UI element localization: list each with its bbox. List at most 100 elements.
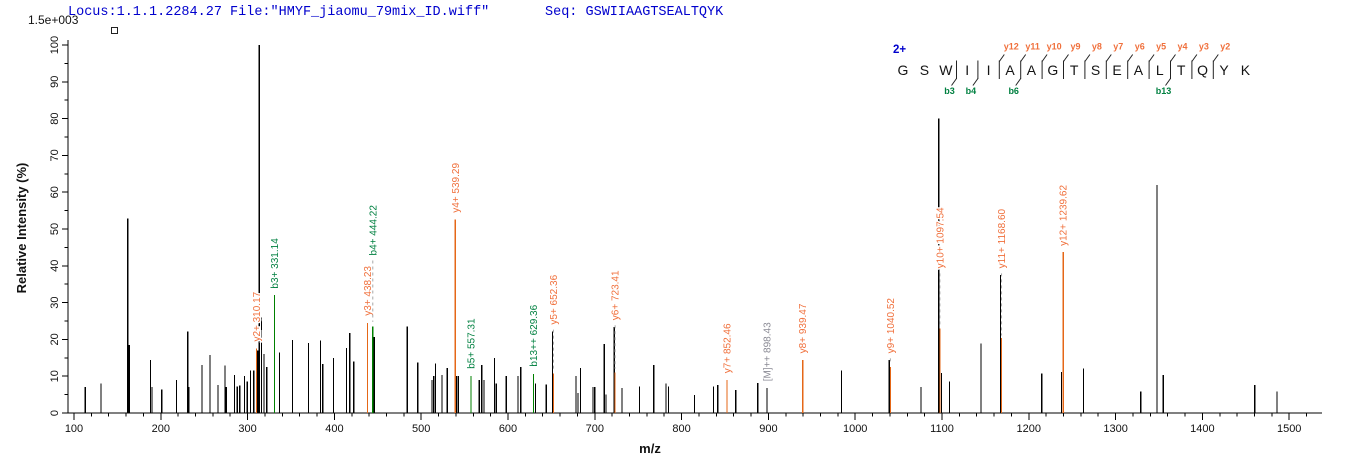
peak-annotations: y2+ 310.17 b3+ 331.14 y3+ 438.23 b4+ 444.22… xyxy=(250,161,1071,383)
peak-label: y9+ 1040.52 xyxy=(886,298,897,354)
peak-label: y10+ 1097.54 xyxy=(935,207,946,268)
residue-letter: A xyxy=(1027,62,1037,78)
x-tick-label: 400 xyxy=(325,423,343,435)
x-tick-label: 300 xyxy=(238,423,256,435)
y-ion-label: y5 xyxy=(1156,42,1166,52)
y-ion-slash xyxy=(1041,54,1048,62)
y-ion-slash xyxy=(1170,54,1176,62)
y-tick-label: 80 xyxy=(49,112,61,124)
y-ion-slash xyxy=(1212,54,1219,62)
charge-state-label: 2+ xyxy=(893,44,906,56)
peak-label: y4+ 539.29 xyxy=(451,163,462,213)
y-tick-label: 10 xyxy=(49,370,61,382)
b-ion-slash xyxy=(1165,78,1171,86)
x-tick-label: 500 xyxy=(412,423,430,435)
x-tick-label: 1300 xyxy=(1103,423,1127,435)
x-axis-title: m/z xyxy=(639,441,661,456)
precursor-marker-icon xyxy=(111,27,118,34)
x-tick-label: 1000 xyxy=(843,423,867,435)
y-ion-label: y9 xyxy=(1070,42,1080,52)
x-tick-label: 1400 xyxy=(1190,423,1214,435)
y-ion-slash xyxy=(1127,54,1134,62)
y-ion-label: y11 xyxy=(1025,42,1040,52)
y-ion-label: y8 xyxy=(1092,42,1102,52)
y-ion-label: y3 xyxy=(1199,42,1209,52)
peak-label: y11+ 1168.60 xyxy=(997,208,1008,268)
y-tick-label: 50 xyxy=(49,223,61,235)
residue-letter: I xyxy=(987,62,991,78)
x-tick-label: 1100 xyxy=(930,423,954,435)
sequence-header-label: Seq: GSWIIAAGTSEALTQYK xyxy=(545,5,724,20)
y-ion-label: y12 xyxy=(1004,42,1019,52)
y-ion-label: y10 xyxy=(1047,42,1062,52)
residue-letter: A xyxy=(1005,62,1015,78)
x-tick-label: 1500 xyxy=(1277,423,1301,435)
intensity-scale-label: 1.5e+003 xyxy=(28,13,79,27)
peak-label: y7+ 852.46 xyxy=(723,323,734,373)
y-tick-label: 40 xyxy=(49,260,61,272)
peak-label: y3+ 438.23 xyxy=(363,266,374,316)
y-ion-label: y6 xyxy=(1135,42,1145,52)
y-ion-slash xyxy=(1084,54,1091,62)
x-tick-label: 100 xyxy=(65,423,83,435)
x-tick-label: 700 xyxy=(586,423,604,435)
peak-label: b3+ 331.14 xyxy=(270,238,281,289)
y-tick-label: 20 xyxy=(49,333,61,345)
peak-label: b13++ 629.36 xyxy=(529,304,540,366)
y-tick-label: 90 xyxy=(49,76,61,88)
peak-label: b5+ 557.31 xyxy=(466,318,477,369)
peak-label: [M]++ 898.43 xyxy=(763,322,774,381)
y-ion-label: y2 xyxy=(1220,42,1230,52)
b-ion-label: b4 xyxy=(966,86,977,96)
residue-letter: T xyxy=(1070,62,1079,78)
y-ion-slash xyxy=(1020,54,1027,62)
y-tick-label: 100 xyxy=(49,36,61,54)
y-tick-label: 70 xyxy=(49,149,61,161)
y-ion-label: y7 xyxy=(1113,42,1123,52)
y-axis-title: Relative Intensity (%) xyxy=(14,163,29,294)
b-ion-slash xyxy=(1015,78,1022,86)
b-ion-label: b6 xyxy=(1008,86,1019,96)
y-ion-slash xyxy=(1063,54,1069,62)
x-tick-label: 600 xyxy=(499,423,517,435)
residue-letter: L xyxy=(1156,62,1164,78)
b-ion-label: b13 xyxy=(1156,86,1172,96)
axes xyxy=(62,40,1322,420)
residue-letter: S xyxy=(1091,62,1100,78)
peaks xyxy=(84,45,1278,413)
residue-letter: E xyxy=(1112,62,1121,78)
residue-letter: K xyxy=(1241,62,1251,78)
x-tick-label: 900 xyxy=(759,423,777,435)
b-ion-label: b3 xyxy=(944,86,955,96)
residue-letter: G xyxy=(898,62,909,78)
x-tick-label: 200 xyxy=(152,423,170,435)
y-ion-slash xyxy=(998,54,1005,62)
x-tick-label: 800 xyxy=(672,423,690,435)
b-ion-slash xyxy=(972,78,979,86)
y-ion-slash xyxy=(1191,54,1198,62)
residue-letter: G xyxy=(1047,62,1058,78)
peak-label: y2+ 310.17 xyxy=(252,291,263,341)
residue-letter: A xyxy=(1134,62,1144,78)
peak-label: y5+ 652.36 xyxy=(549,274,560,324)
peak-label: y12+ 1239.62 xyxy=(1059,185,1070,246)
residue-letter: I xyxy=(965,62,969,78)
residue-letter: T xyxy=(1177,62,1186,78)
residue-letter: W xyxy=(939,62,953,78)
peak-label: y6+ 723.41 xyxy=(611,270,622,320)
peak-label: y8+ 939.47 xyxy=(798,303,809,353)
y-tick-label: 30 xyxy=(49,296,61,308)
residue-letter: Y xyxy=(1219,62,1229,78)
peak-label: b4+ 444.22 xyxy=(368,205,379,256)
y-ion-label: y4 xyxy=(1177,42,1187,52)
y-ion-slash xyxy=(1105,54,1112,62)
y-tick-label: 0 xyxy=(49,410,61,416)
y-tick-label: 60 xyxy=(49,186,61,198)
locus-file-label: Locus:1.1.1.2284.27 File:"HMYF_jiaomu_79… xyxy=(68,5,490,20)
b-ion-slash xyxy=(951,78,957,86)
residue-letter: Q xyxy=(1197,62,1208,78)
x-tick-label: 1200 xyxy=(1017,423,1041,435)
y-ion-slash xyxy=(1148,54,1155,62)
